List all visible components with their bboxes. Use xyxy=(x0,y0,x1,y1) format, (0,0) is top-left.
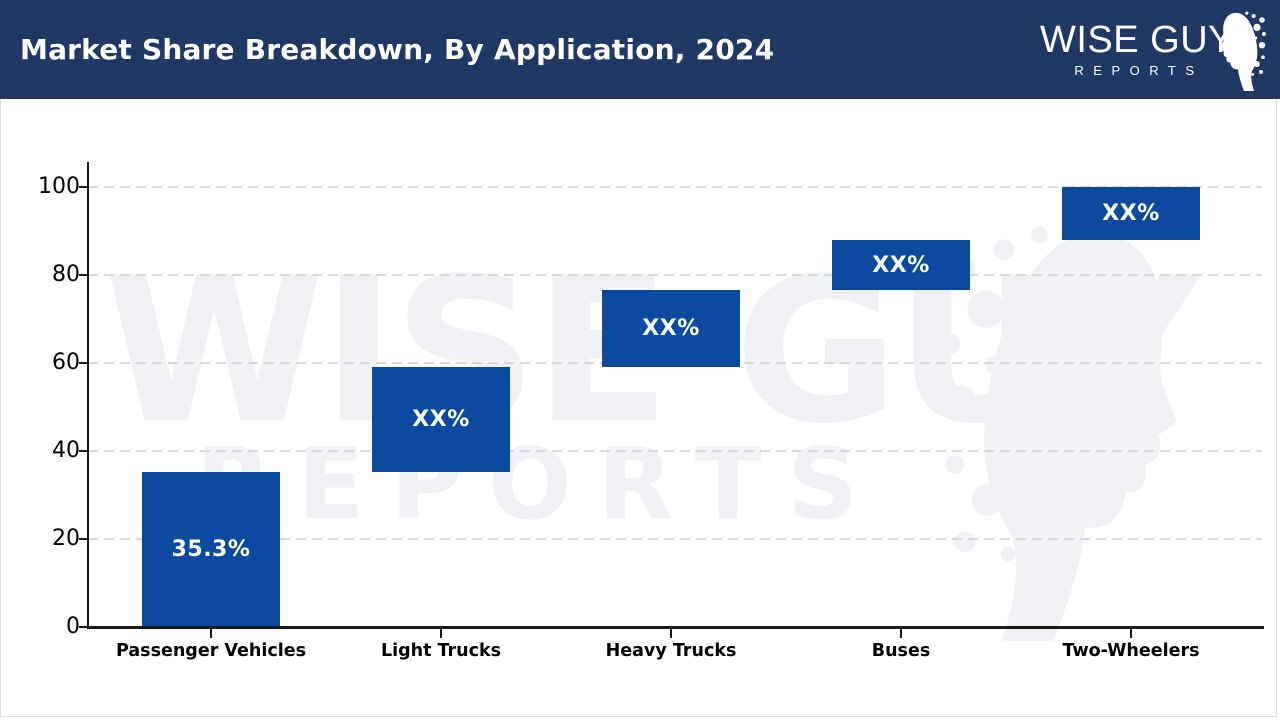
y-tick-mark xyxy=(79,274,88,276)
x-tick-mark xyxy=(210,629,212,638)
wiseguy-logo: WISE GUY REPORTS xyxy=(1040,8,1268,92)
gridline xyxy=(88,186,1262,188)
watermark-subtitle: REPORTS xyxy=(196,428,885,542)
waterfall-bar: XX% xyxy=(602,290,740,368)
gridline xyxy=(88,274,1262,276)
y-tick-mark xyxy=(79,450,88,452)
waterfall-bar: XX% xyxy=(372,367,510,472)
x-tick-mark xyxy=(900,629,902,638)
y-axis-line xyxy=(87,162,89,629)
bar-value-label: 35.3% xyxy=(171,536,251,562)
bar-value-label: XX% xyxy=(1102,200,1160,226)
y-tick-mark xyxy=(79,626,88,628)
x-category-label: Passenger Vehicles xyxy=(115,641,306,661)
x-category-label: Two-Wheelers xyxy=(1062,641,1200,661)
page-title: Market Share Breakdown, By Application, … xyxy=(20,33,775,66)
x-category-label: Light Trucks xyxy=(380,641,502,661)
y-tick-label: 40 xyxy=(52,438,80,463)
bar-value-label: XX% xyxy=(872,252,930,278)
gridline xyxy=(88,538,1262,540)
y-tick-label: 100 xyxy=(38,174,80,199)
y-tick-label: 80 xyxy=(52,262,80,287)
x-tick-mark xyxy=(1130,629,1132,638)
y-tick-label: 60 xyxy=(52,350,80,375)
y-tick-label: 20 xyxy=(52,526,80,551)
logo-head-icon xyxy=(1220,11,1266,91)
y-tick-mark xyxy=(79,362,88,364)
waterfall-bar: 35.3% xyxy=(142,471,280,627)
y-tick-mark xyxy=(79,186,88,188)
logo-wordmark: WISE GUY REPORTS xyxy=(1040,21,1234,78)
x-category-label: Heavy Trucks xyxy=(605,641,737,661)
x-tick-mark xyxy=(670,629,672,638)
x-category-label: Buses xyxy=(871,641,931,661)
header: Market Share Breakdown, By Application, … xyxy=(0,0,1280,99)
bar-value-label: XX% xyxy=(642,316,700,342)
logo-line2: REPORTS xyxy=(1074,63,1204,78)
y-tick-label: 0 xyxy=(66,614,80,639)
logo-line1: WISE GUY xyxy=(1039,19,1234,61)
waterfall-bar: XX% xyxy=(1062,187,1200,240)
y-tick-mark xyxy=(79,538,88,540)
waterfall-bar: XX% xyxy=(832,239,970,291)
x-axis-line xyxy=(87,626,1264,629)
x-tick-mark xyxy=(440,629,442,638)
bar-value-label: XX% xyxy=(412,407,470,433)
gridline xyxy=(88,450,1262,452)
